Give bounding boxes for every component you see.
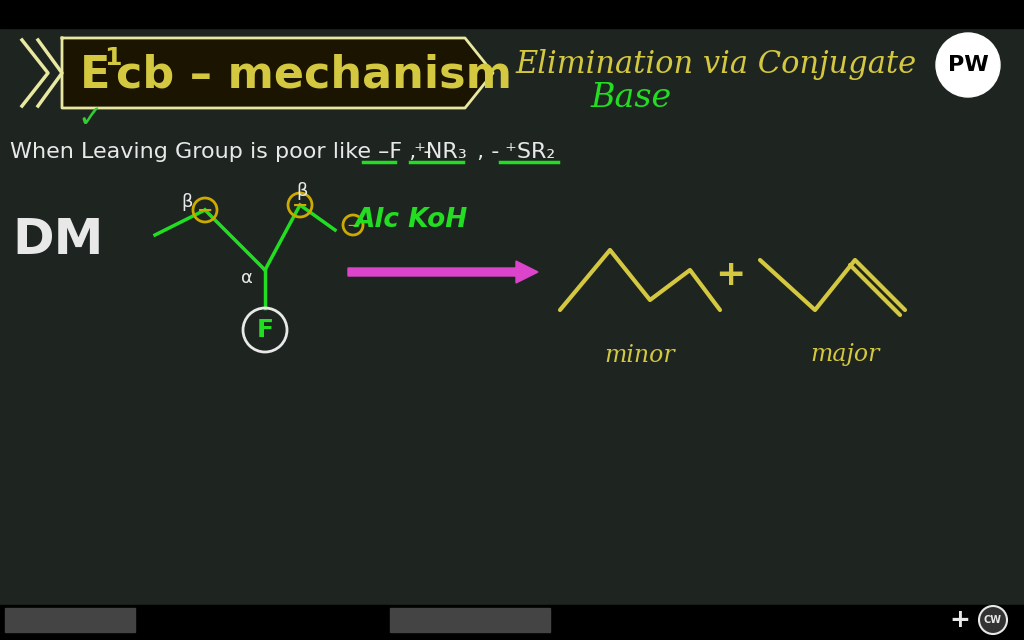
Bar <box>0 605 1024 640</box>
Text: major: major <box>810 344 880 367</box>
Text: Alc KoH: Alc KoH <box>355 207 468 233</box>
Bar <box>390 608 550 632</box>
FancyArrow shape <box>348 261 538 283</box>
Text: −: − <box>292 195 308 214</box>
Text: −: − <box>197 200 213 220</box>
Text: β: β <box>181 193 193 211</box>
Text: , -: , - <box>470 142 500 162</box>
Circle shape <box>936 33 1000 97</box>
Text: 1: 1 <box>104 46 122 70</box>
Text: E: E <box>80 54 111 97</box>
Bar <box>5 608 135 632</box>
Text: Base: Base <box>590 82 672 114</box>
Text: +: + <box>949 608 971 632</box>
Text: When Leaving Group is poor like –F , -: When Leaving Group is poor like –F , - <box>10 142 431 162</box>
Text: ✓: ✓ <box>77 104 102 132</box>
Text: CW: CW <box>984 615 1002 625</box>
Text: PW: PW <box>947 55 988 75</box>
Text: Elimination via Conjugate: Elimination via Conjugate <box>515 49 916 81</box>
Text: −: − <box>347 218 359 232</box>
Text: minor: minor <box>605 344 675 367</box>
Text: F: F <box>256 318 273 342</box>
Text: β: β <box>296 182 307 200</box>
Text: ⁺NR₃: ⁺NR₃ <box>407 142 467 162</box>
Polygon shape <box>62 38 493 108</box>
Text: DM: DM <box>12 216 103 264</box>
Text: α: α <box>241 269 253 287</box>
Bar <box>0 0 1024 28</box>
Text: +: + <box>715 258 745 292</box>
Text: ⁺SR₂: ⁺SR₂ <box>498 142 555 162</box>
Text: cb – mechanism: cb – mechanism <box>116 54 512 97</box>
Circle shape <box>979 606 1007 634</box>
